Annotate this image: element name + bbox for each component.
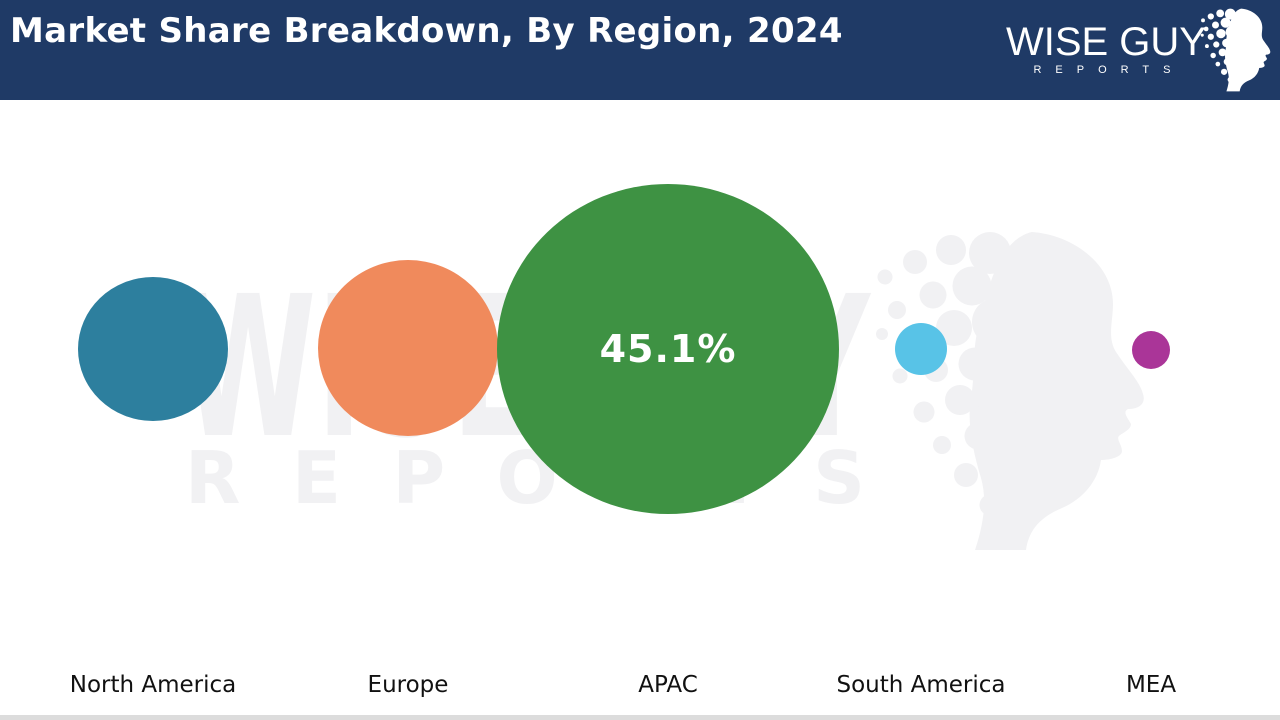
bubble-europe xyxy=(318,260,498,436)
category-label-mea: MEA xyxy=(1125,672,1177,698)
brand-logo: WISE GUY REPORTS xyxy=(1006,4,1271,96)
bubble-south-america xyxy=(895,323,947,375)
category-label-apac: APAC xyxy=(638,672,698,698)
bubble-north-america xyxy=(78,277,228,421)
category-label-north-america: North America xyxy=(69,672,237,698)
logo-wordmark: WISE GUY REPORTS xyxy=(1006,22,1206,76)
wise-guy-head-icon xyxy=(1200,8,1271,92)
header-bar: Market Share Breakdown, By Region, 2024 … xyxy=(0,0,1280,100)
category-label-south-america: South America xyxy=(836,672,1006,698)
bubble-mea xyxy=(1132,331,1170,369)
page-title: Market Share Breakdown, By Region, 2024 xyxy=(10,11,843,51)
bottom-strip xyxy=(0,715,1280,720)
logo-wordmark-line1: WISE GUY xyxy=(1005,20,1206,64)
category-label-europe: Europe xyxy=(367,672,449,698)
bubble-value-label-apac: 45.1% xyxy=(599,327,737,371)
bubble-apac: 45.1% xyxy=(497,184,839,514)
logo-wordmark-line2: REPORTS xyxy=(1033,64,1185,76)
